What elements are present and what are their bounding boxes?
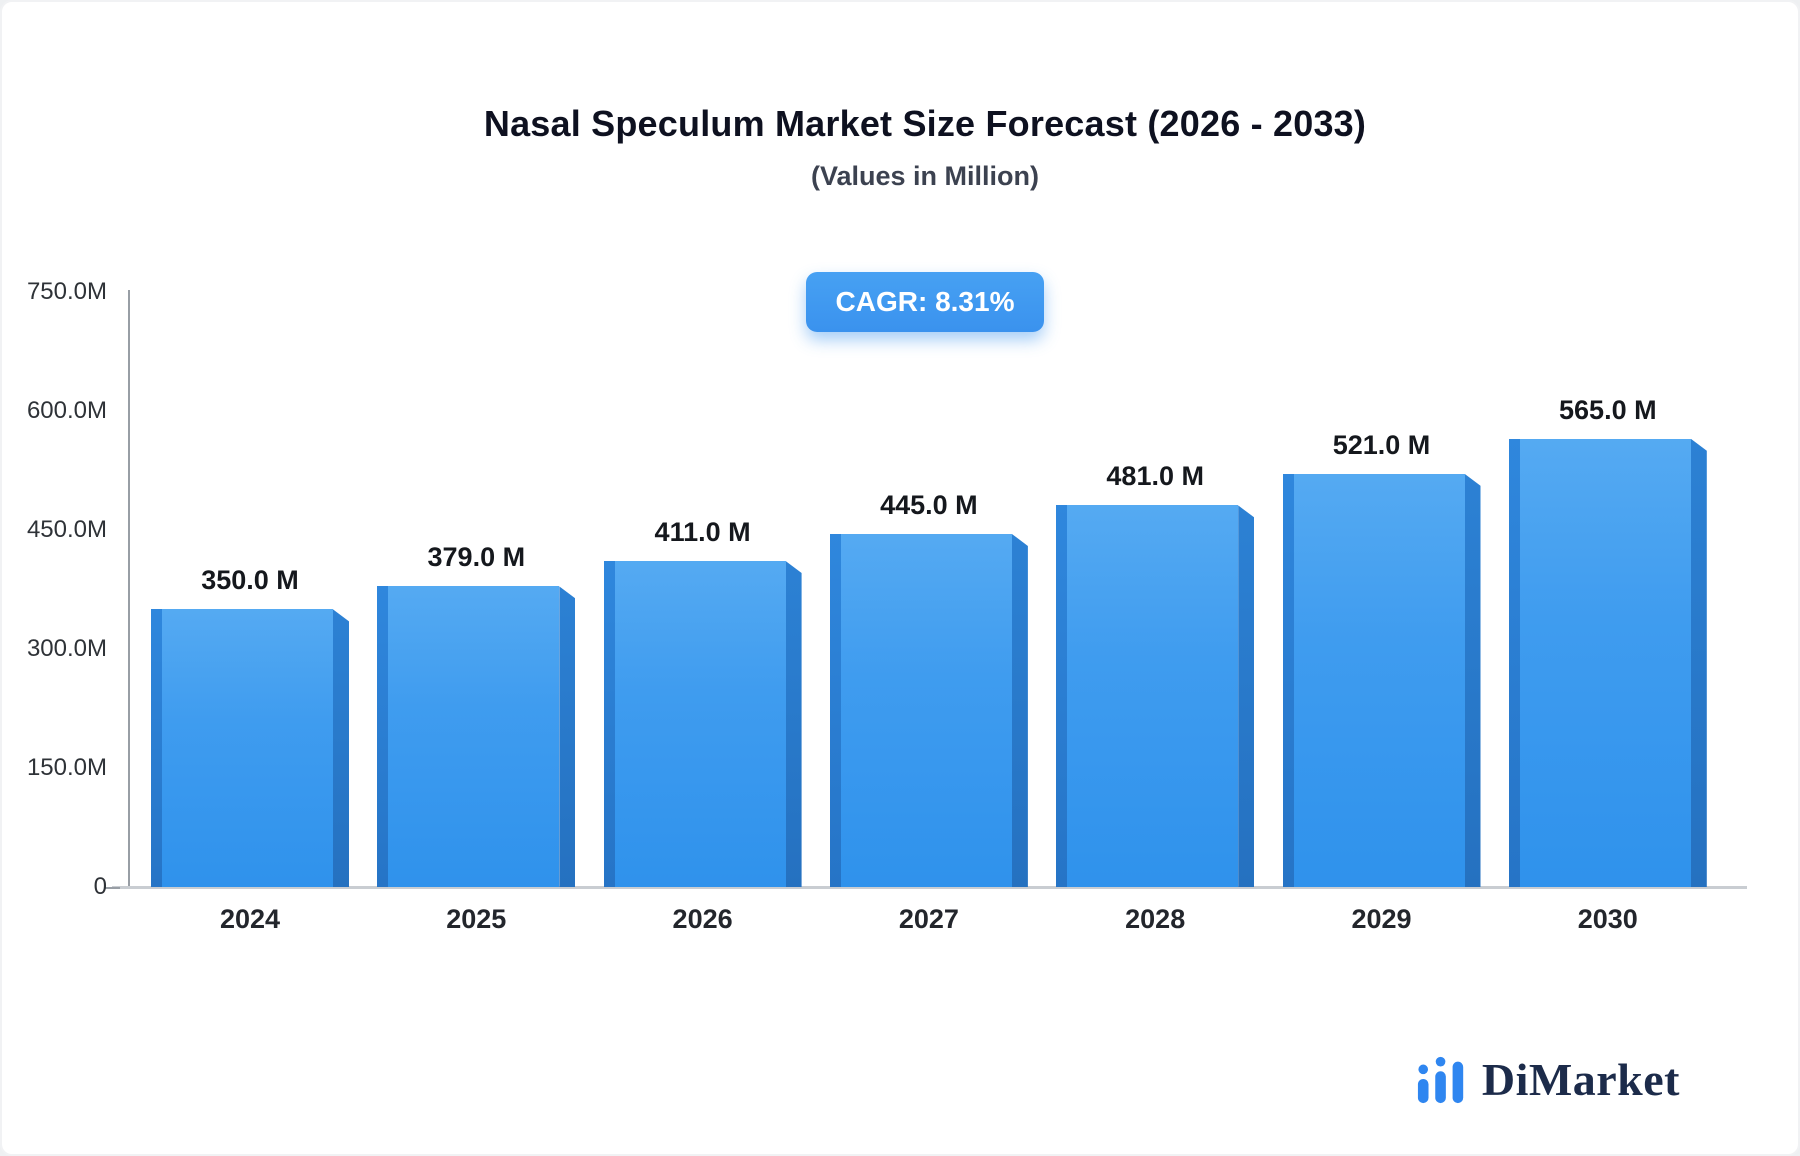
x-axis-label-2026: 2026 [672,904,733,934]
y-axis-label-0: 0 [93,873,107,900]
bar-face [1508,438,1691,888]
bar-2028: 481.0 M [1056,461,1255,887]
bar-value-label: 521.0 M [1332,429,1431,460]
bar-face [603,560,786,888]
chart-header: Nasal Speculum Market Size Forecast (202… [52,102,1798,333]
x-axis-label-2025: 2025 [446,904,507,934]
bar-value-label: 565.0 M [1559,394,1657,425]
cagr-badge: CAGR: 8.31% [805,272,1045,333]
bar-3d-side [1690,438,1707,887]
x-axis-label-2024: 2024 [219,904,281,934]
bar-value-label: 445.0 M [880,489,978,520]
bar-chart-icon [1417,1056,1464,1104]
brand-logo-text: DiMarket [1481,1053,1680,1105]
bar-3d-side [1238,505,1255,887]
bar-face [1056,505,1239,887]
bar-2027: 445.0 M [829,490,1028,888]
y-axis-label-450.0M: 450.0M [26,516,107,543]
bar-face [1282,473,1465,888]
bar-face [377,586,560,887]
bar-2030: 565.0 M [1508,395,1707,888]
x-axis-label-2028: 2028 [1125,904,1186,934]
bar-3d-side [785,560,802,887]
zero-tick-mark [105,887,120,889]
y-axis-label-750.0M: 750.0M [26,278,107,305]
x-axis-baseline [112,886,1747,889]
bar-face [151,609,333,887]
bar-3d-side [1011,533,1028,887]
bar-2026: 411.0 M [603,517,802,888]
bar-2029: 521.0 M [1282,430,1481,888]
y-axis-label-600.0M: 600.0M [26,397,107,424]
bar-3d-side [1464,473,1481,887]
bar-face [829,533,1012,888]
chart-subtitle: (Values in Million) [810,161,1040,192]
y-axis-label-300.0M: 300.0M [26,635,107,662]
bar-value-label: 411.0 M [654,516,751,547]
bar-2024: 350.0 M [151,565,349,887]
brand-logo: DiMarket [1416,1052,1680,1106]
plot-area: 350.0 M 379.0 M 411.0 M 445.0 M 481.0 M 521.0… [129,292,1747,888]
x-axis-label-2029: 2029 [1351,904,1412,934]
y-axis-line [128,290,130,887]
bar-2025: 379.0 M [377,542,576,887]
bar-3d-side [333,609,349,887]
chart-title: Nasal Speculum Market Size Forecast (202… [483,103,1367,144]
bar-value-label: 350.0 M [201,565,299,596]
bar-value-label: 481.0 M [1106,461,1204,492]
x-axis-label-2030: 2030 [1577,904,1638,934]
y-axis-label-150.0M: 150.0M [26,754,107,781]
bar-value-label: 379.0 M [427,542,526,573]
bar-3d-side [559,586,576,887]
x-axis-label-2027: 2027 [898,904,959,934]
